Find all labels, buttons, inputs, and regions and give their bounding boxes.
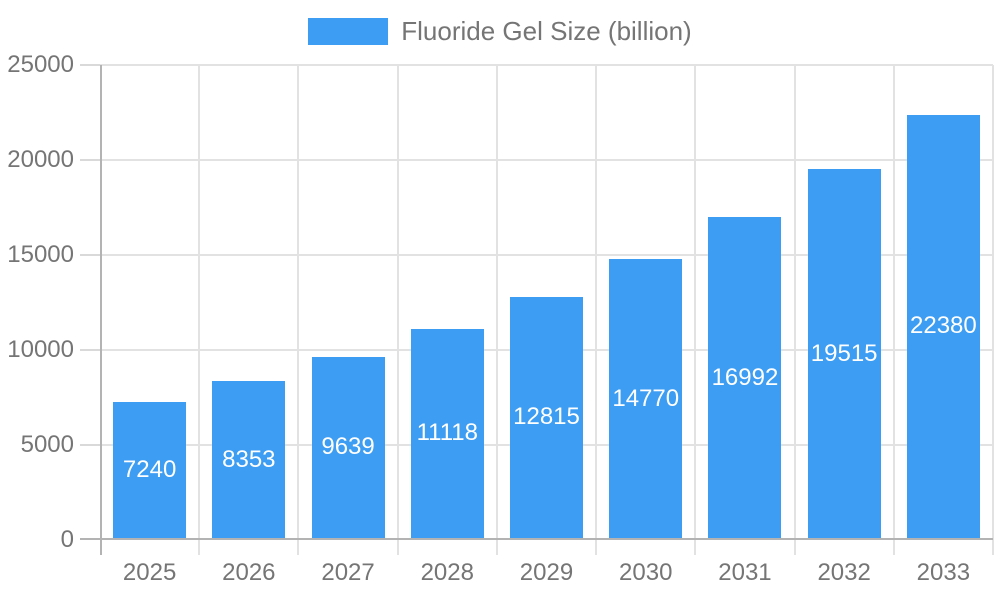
x-tick-label: 2031	[718, 559, 772, 586]
y-axis-tick	[80, 159, 100, 161]
bar: 22380	[906, 114, 980, 538]
y-tick-label: 10000	[7, 336, 74, 363]
x-axis-line	[80, 538, 993, 540]
bar-value-label: 8353	[222, 445, 276, 473]
h-gridline	[100, 254, 993, 256]
bar-value-label: 12815	[513, 403, 580, 431]
bar: 7240	[113, 402, 187, 538]
x-tick-label: 2030	[619, 559, 673, 586]
v-gridline	[892, 65, 895, 555]
x-tick-label: 2033	[916, 559, 971, 586]
x-tick-label: 2028	[420, 559, 474, 586]
y-axis-tick	[80, 444, 100, 446]
y-tick-label: 25000	[7, 51, 74, 78]
y-axis-tick	[80, 349, 100, 351]
v-gridline	[595, 65, 598, 555]
y-tick-label: 5000	[20, 431, 74, 458]
legend[interactable]: Fluoride Gel Size (billion)	[0, 16, 1000, 47]
v-gridline	[198, 65, 201, 555]
bar-value-label: 16992	[711, 363, 779, 391]
bar: 8353	[212, 381, 286, 538]
bar-value-label: 22380	[910, 312, 977, 340]
y-axis-tick	[80, 64, 100, 66]
legend-label: Fluoride Gel Size (billion)	[401, 16, 692, 46]
x-tick-label: 2026	[222, 559, 276, 586]
x-tick-label: 2029	[519, 559, 574, 586]
y-tick-label: 20000	[7, 146, 74, 173]
y-tick-label: 15000	[7, 241, 74, 268]
bar: 14770	[609, 259, 683, 538]
bar: 16992	[708, 217, 782, 538]
bar: 19515	[807, 169, 881, 538]
x-tick-label: 2027	[321, 559, 375, 586]
y-tick-label: 0	[60, 526, 74, 553]
bar-value-label: 19515	[810, 339, 878, 367]
bar: 9639	[311, 356, 385, 538]
bar-value-label: 14770	[612, 384, 680, 412]
x-tick-label: 2025	[122, 559, 177, 586]
v-gridline	[694, 65, 697, 555]
bar: 11118	[410, 328, 484, 538]
v-gridline	[793, 65, 796, 555]
h-gridline	[100, 159, 993, 161]
y-axis-line	[100, 65, 102, 555]
bar-value-label: 11118	[416, 419, 478, 447]
h-gridline	[100, 64, 993, 66]
v-gridline	[297, 65, 300, 555]
v-gridline	[495, 65, 498, 555]
bar-value-label: 7240	[122, 456, 177, 484]
x-tick-label: 2032	[817, 559, 871, 586]
y-axis-tick	[80, 254, 100, 256]
legend-swatch	[308, 18, 389, 45]
bar: 12815	[510, 296, 583, 538]
bar-value-label: 9639	[321, 433, 375, 461]
v-gridline	[992, 65, 994, 555]
v-gridline	[396, 65, 399, 555]
plot-area: 0 5000 10000 15000 20000 25000 7240 2025 8353 202…	[7, 51, 994, 586]
